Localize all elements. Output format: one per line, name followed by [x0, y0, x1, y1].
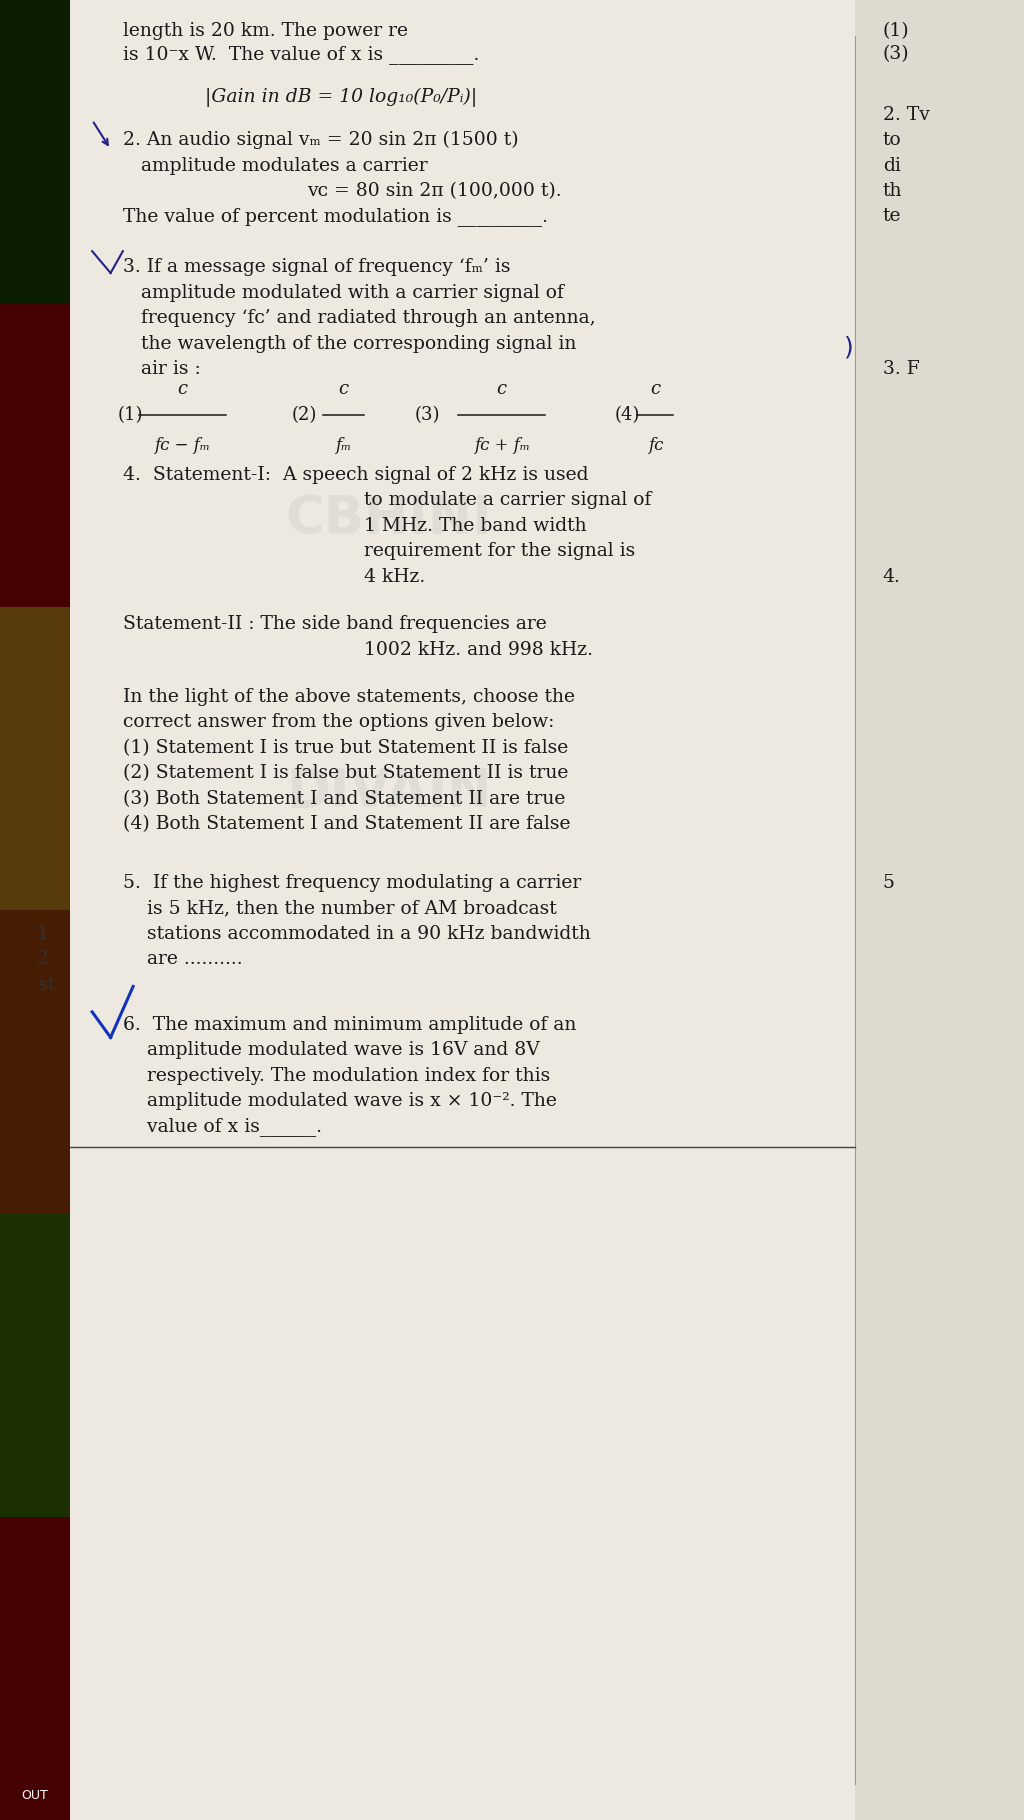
- Text: fₘ: fₘ: [335, 437, 351, 455]
- Bar: [0, 901, 70, 1214]
- Text: respectively. The modulation index for this: respectively. The modulation index for t…: [123, 1067, 550, 1085]
- Text: 3. F: 3. F: [883, 360, 920, 379]
- Text: fᴄ: fᴄ: [647, 437, 664, 455]
- Text: th: th: [883, 182, 902, 200]
- Text: c: c: [650, 380, 660, 399]
- Bar: [855, 0, 1024, 1820]
- Text: The value of percent modulation is _________.: The value of percent modulation is _____…: [123, 207, 548, 226]
- Text: DIVAIN: DIVAIN: [287, 766, 492, 817]
- Bar: [0, 0, 70, 1820]
- Text: ): ): [844, 337, 854, 360]
- Text: frequency ‘fᴄ’ and radiated through an antenna,: frequency ‘fᴄ’ and radiated through an a…: [123, 309, 596, 328]
- Text: length is 20 km. The power re: length is 20 km. The power re: [123, 22, 408, 40]
- Text: correct answer from the options given below:: correct answer from the options given be…: [123, 713, 554, 732]
- Text: value of x is______.: value of x is______.: [123, 1117, 322, 1136]
- Text: c: c: [338, 380, 348, 399]
- Text: (2): (2): [292, 406, 317, 424]
- Text: (1): (1): [118, 406, 143, 424]
- Text: air is :: air is :: [123, 360, 201, 379]
- Text: vᴄ = 80 sin 2π (100,000 t).: vᴄ = 80 sin 2π (100,000 t).: [307, 182, 562, 200]
- Text: (1): (1): [883, 22, 909, 40]
- Text: 6.  The maximum and minimum amplitude of an: 6. The maximum and minimum amplitude of …: [123, 1016, 577, 1034]
- Text: fᴄ + fₘ: fᴄ + fₘ: [474, 437, 529, 455]
- Text: stations accommodated in a 90 kHz bandwidth: stations accommodated in a 90 kHz bandwi…: [123, 925, 591, 943]
- Text: requirement for the signal is: requirement for the signal is: [364, 542, 635, 561]
- Text: te: te: [883, 207, 901, 226]
- Text: |Gain in dB = 10 log₁₀(P₀/Pᵢ)|: |Gain in dB = 10 log₁₀(P₀/Pᵢ)|: [205, 87, 477, 107]
- Text: 4 kHz.: 4 kHz.: [364, 568, 425, 586]
- Text: (3): (3): [883, 46, 909, 64]
- Text: 1002 kHz. and 998 kHz.: 1002 kHz. and 998 kHz.: [364, 641, 593, 659]
- Text: amplitude modulated wave is 16V and 8V: amplitude modulated wave is 16V and 8V: [123, 1041, 540, 1059]
- Text: 4.  Statement-I:  A speech signal of 2 kHz is used: 4. Statement-I: A speech signal of 2 kHz…: [123, 466, 589, 484]
- Text: amplitude modulates a carrier: amplitude modulates a carrier: [123, 157, 427, 175]
- Text: (1) Statement I is true but Statement II is false: (1) Statement I is true but Statement II…: [123, 739, 568, 757]
- Text: 2. Tv: 2. Tv: [883, 106, 930, 124]
- Text: (4): (4): [614, 406, 640, 424]
- Text: c: c: [497, 380, 507, 399]
- Text: amplitude modulated wave is x × 10⁻². The: amplitude modulated wave is x × 10⁻². Th…: [123, 1092, 557, 1110]
- Text: (3): (3): [415, 406, 440, 424]
- Text: (2) Statement I is false but Statement II is true: (2) Statement I is false but Statement I…: [123, 764, 568, 783]
- Text: OUT: OUT: [22, 1789, 48, 1802]
- Text: (4) Both Statement I and Statement II are false: (4) Both Statement I and Statement II ar…: [123, 815, 570, 834]
- Text: 5: 5: [883, 874, 895, 892]
- Text: is 10⁻x W.  The value of x is _________.: is 10⁻x W. The value of x is _________.: [123, 46, 479, 64]
- Bar: [70, 0, 855, 1820]
- Bar: [0, 1507, 70, 1820]
- Text: 1.: 1.: [37, 925, 55, 943]
- Text: st: st: [38, 976, 54, 994]
- Text: In the light of the above statements, choose the: In the light of the above statements, ch…: [123, 688, 574, 706]
- Text: Statement-II : The side band frequencies are: Statement-II : The side band frequencies…: [123, 615, 547, 633]
- Text: 5.  If the highest frequency modulating a carrier: 5. If the highest frequency modulating a…: [123, 874, 582, 892]
- Bar: [0, 295, 70, 606]
- Text: to modulate a carrier signal of: to modulate a carrier signal of: [364, 491, 651, 510]
- Text: di: di: [883, 157, 900, 175]
- Text: are ..........: are ..........: [123, 950, 243, 968]
- Bar: [0, 597, 70, 910]
- Text: fᴄ − fₘ: fᴄ − fₘ: [155, 437, 210, 455]
- Text: to: to: [883, 131, 901, 149]
- Text: 1 MHz. The band width: 1 MHz. The band width: [364, 517, 586, 535]
- Bar: [0, 1205, 70, 1516]
- Text: (3) Both Statement I and Statement II are true: (3) Both Statement I and Statement II ar…: [123, 790, 565, 808]
- Bar: [0, 0, 70, 304]
- Text: the wavelength of the corresponding signal in: the wavelength of the corresponding sign…: [123, 335, 577, 353]
- Text: amplitude modulated with a carrier signal of: amplitude modulated with a carrier signa…: [123, 284, 564, 302]
- Text: is 5 kHz, then the number of AM broadcast: is 5 kHz, then the number of AM broadcas…: [123, 899, 557, 917]
- Text: c: c: [177, 380, 187, 399]
- Text: 2.: 2.: [37, 950, 55, 968]
- Text: CBHINI: CBHINI: [286, 493, 493, 544]
- Text: 4.: 4.: [883, 568, 900, 586]
- Text: 3. If a message signal of frequency ‘fₘ’ is: 3. If a message signal of frequency ‘fₘ’…: [123, 258, 510, 277]
- Text: 2. An audio signal vₘ = 20 sin 2π (1500 t): 2. An audio signal vₘ = 20 sin 2π (1500 …: [123, 131, 518, 149]
